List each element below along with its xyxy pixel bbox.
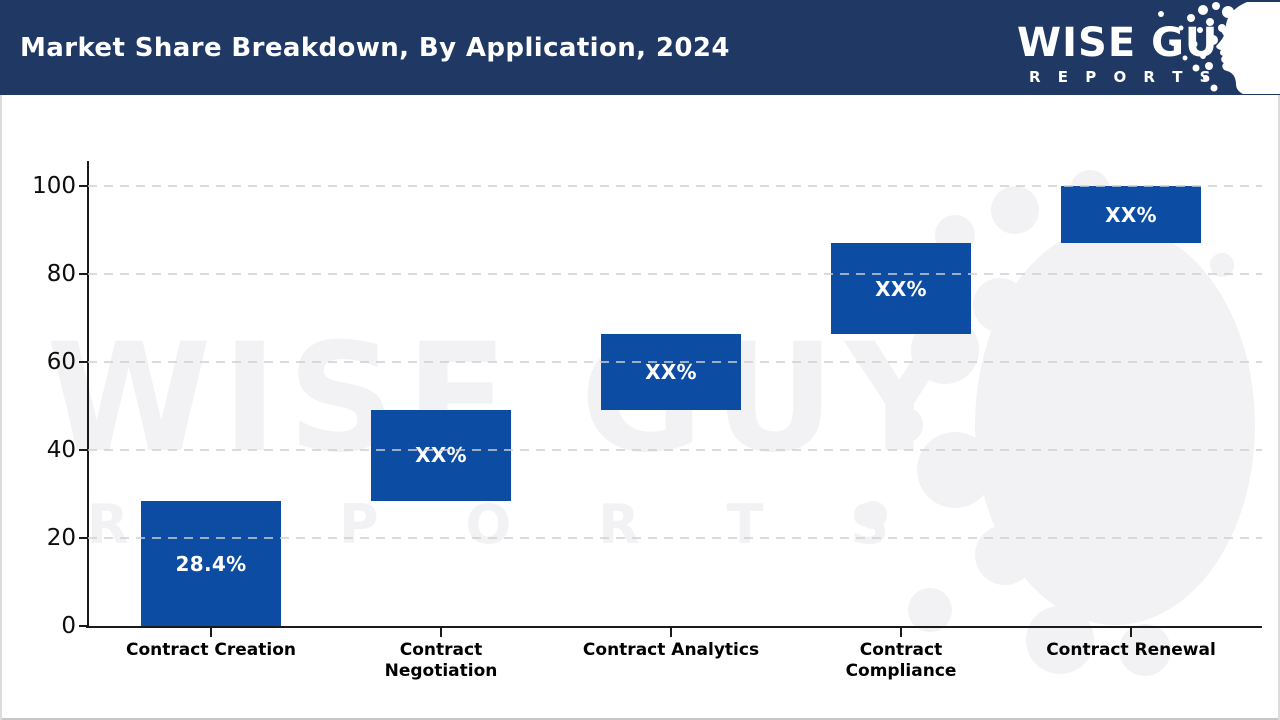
x-axis-category-label: Contract Negotiation xyxy=(384,640,498,682)
y-axis-tick xyxy=(79,625,88,627)
x-axis-category-label: Contract Analytics xyxy=(582,640,760,660)
bar: XX% xyxy=(371,409,511,502)
x-axis-category-label: Contract Creation xyxy=(126,640,296,660)
y-axis-tick-label: 0 xyxy=(61,613,76,639)
x-axis-tick xyxy=(900,628,902,637)
x-axis-category-label: Contract Renewal xyxy=(1046,640,1216,660)
y-gridline xyxy=(88,273,1262,275)
chart-area: WISE GUY R E P O R T S 0 20 40 60 80 100 28.4%… xyxy=(0,95,1280,720)
wise-guy-reports-logo: WISE GUY R E P O R T S xyxy=(995,0,1280,95)
bar-value-label: 28.4% xyxy=(175,551,247,576)
x-axis-tick xyxy=(670,628,672,637)
header-banner: Market Share Breakdown, By Application, … xyxy=(0,0,1280,95)
bar-value-label: XX% xyxy=(875,276,927,301)
logo-face-dots xyxy=(1158,2,1234,92)
y-axis-tick-label: 100 xyxy=(32,173,76,199)
y-gridline xyxy=(88,537,1262,539)
chart-title: Market Share Breakdown, By Application, … xyxy=(20,32,730,63)
y-gridline xyxy=(88,361,1262,363)
y-axis-tick-label: 60 xyxy=(46,349,76,375)
logo-face-silhouette xyxy=(1216,2,1280,94)
logo-secondary-text: R E P O R T S xyxy=(1029,68,1216,86)
bar: XX% xyxy=(601,334,741,410)
bar-value-label: XX% xyxy=(645,359,697,384)
bar-value-label: XX% xyxy=(1105,202,1157,227)
logo-primary-text: WISE GUY xyxy=(1017,20,1248,66)
bar-value-label: XX% xyxy=(415,443,467,468)
x-axis-tick xyxy=(440,628,442,637)
x-axis-tick xyxy=(210,628,212,637)
y-gridline xyxy=(88,449,1262,451)
y-axis-tick xyxy=(79,273,88,275)
bar: XX% xyxy=(1061,186,1201,244)
y-axis-line xyxy=(87,161,89,628)
y-axis-tick-label: 40 xyxy=(46,437,76,463)
y-axis-tick-label: 80 xyxy=(46,261,76,287)
x-axis-tick xyxy=(1130,628,1132,637)
y-axis-tick xyxy=(79,537,88,539)
y-axis-tick xyxy=(79,449,88,451)
y-axis-tick xyxy=(79,361,88,363)
y-gridline xyxy=(88,185,1262,187)
y-axis-tick xyxy=(79,185,88,187)
x-axis-category-label: Contract Compliance xyxy=(845,640,957,682)
bar: 28.4% xyxy=(141,501,281,626)
bar: XX% xyxy=(831,243,971,335)
x-axis-line xyxy=(86,626,1262,628)
wise-guy-reports-logo-graphic: WISE GUY R E P O R T S xyxy=(1017,2,1280,94)
y-axis-tick-label: 20 xyxy=(46,525,76,551)
